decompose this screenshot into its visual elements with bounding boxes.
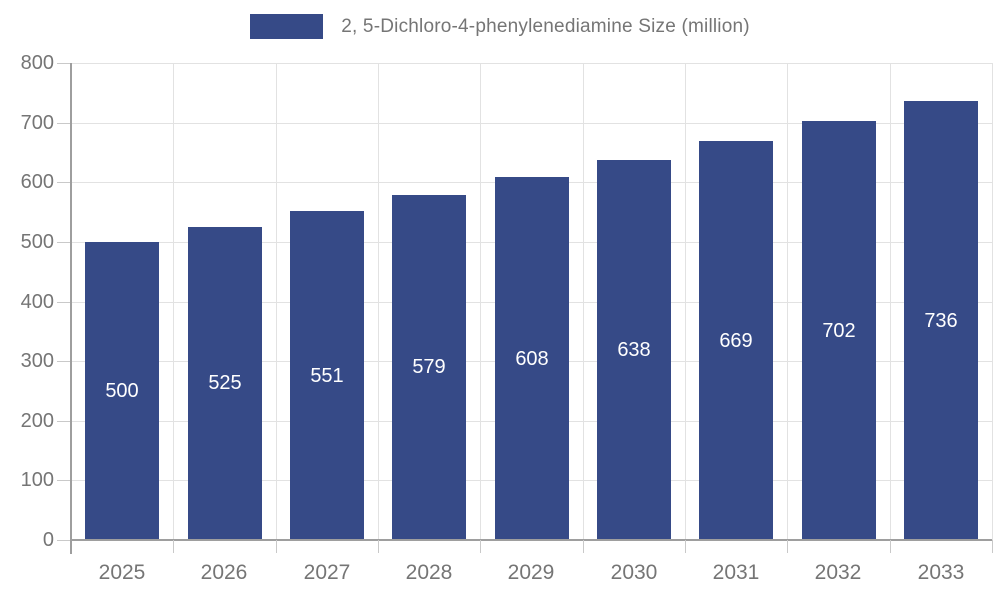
y-axis-tick	[57, 182, 70, 183]
bar[interactable]: 579	[392, 194, 466, 540]
x-axis-tick	[276, 540, 277, 553]
y-axis-label: 100	[20, 469, 54, 491]
x-axis-tick	[787, 540, 788, 553]
legend-swatch-icon	[250, 14, 324, 39]
y-axis-tick	[57, 63, 70, 64]
y-axis-label: 700	[20, 112, 54, 134]
bar[interactable]: 669	[699, 141, 773, 540]
x-axis-tick	[378, 540, 379, 553]
x-axis-tick	[173, 540, 174, 553]
x-axis-tick	[685, 540, 686, 553]
gridline-vertical	[378, 63, 379, 540]
y-axis-tick	[57, 421, 70, 422]
x-axis-label: 2030	[610, 561, 658, 584]
bar-value-label: 525	[208, 372, 242, 395]
x-axis-label: 2033	[917, 561, 965, 584]
gridline-vertical	[276, 63, 277, 540]
bar[interactable]: 638	[597, 159, 671, 540]
gridline-vertical	[173, 63, 174, 540]
x-axis-line	[71, 539, 992, 541]
bar[interactable]: 551	[290, 211, 364, 540]
bar[interactable]: 500	[85, 241, 159, 540]
gridline-horizontal	[71, 63, 992, 64]
y-axis-label: 400	[20, 291, 54, 313]
gridline-vertical	[992, 63, 993, 540]
gridline-vertical	[583, 63, 584, 540]
gridline-vertical	[685, 63, 686, 540]
bar-value-label: 669	[719, 329, 753, 352]
y-axis-tick	[57, 361, 70, 362]
x-axis-label: 2032	[814, 561, 862, 584]
bar-value-label: 702	[822, 319, 856, 342]
x-axis-label: 2026	[200, 561, 248, 584]
y-axis-tick	[57, 123, 70, 124]
y-axis-tick	[57, 242, 70, 243]
gridline-vertical	[480, 63, 481, 540]
y-axis-label: 300	[20, 350, 54, 372]
y-axis-line	[70, 63, 72, 554]
y-axis-tick	[57, 540, 70, 541]
bar-value-label: 500	[105, 379, 139, 402]
x-axis-tick	[583, 540, 584, 553]
x-axis-label: 2028	[405, 561, 453, 584]
y-axis-label: 600	[20, 171, 54, 193]
legend-label: 2, 5-Dichloro-4-phenylenediamine Size (m…	[341, 15, 750, 37]
y-axis-label: 200	[20, 410, 54, 432]
y-axis-label: 800	[20, 52, 54, 74]
x-axis-tick	[480, 540, 481, 553]
x-axis-label: 2025	[98, 561, 146, 584]
y-axis-label: 0	[42, 529, 54, 551]
bar[interactable]: 736	[904, 101, 978, 540]
bar-value-label: 736	[924, 309, 958, 332]
bar[interactable]: 702	[802, 121, 876, 540]
y-axis-tick	[57, 480, 70, 481]
gridline-vertical	[787, 63, 788, 540]
bar-value-label: 638	[617, 338, 651, 361]
bar[interactable]: 525	[188, 226, 262, 540]
gridline-horizontal	[71, 122, 992, 124]
plot-area: 500 525 551 579 608 638 669 702 736	[71, 63, 993, 540]
x-axis-label: 2027	[303, 561, 351, 584]
bar-value-label: 608	[515, 347, 549, 370]
y-axis-label: 500	[20, 231, 54, 253]
bar[interactable]: 608	[495, 177, 569, 540]
x-axis-tick	[890, 540, 891, 553]
y-axis-tick	[57, 302, 70, 303]
bar-value-label: 579	[412, 356, 446, 379]
x-axis-label: 2029	[507, 561, 555, 584]
bar-value-label: 551	[310, 364, 344, 387]
gridline-vertical	[890, 63, 891, 540]
x-axis-label: 2031	[712, 561, 760, 584]
x-axis-tick	[992, 540, 993, 553]
legend[interactable]: 2, 5-Dichloro-4-phenylenediamine Size (m…	[0, 14, 1000, 39]
